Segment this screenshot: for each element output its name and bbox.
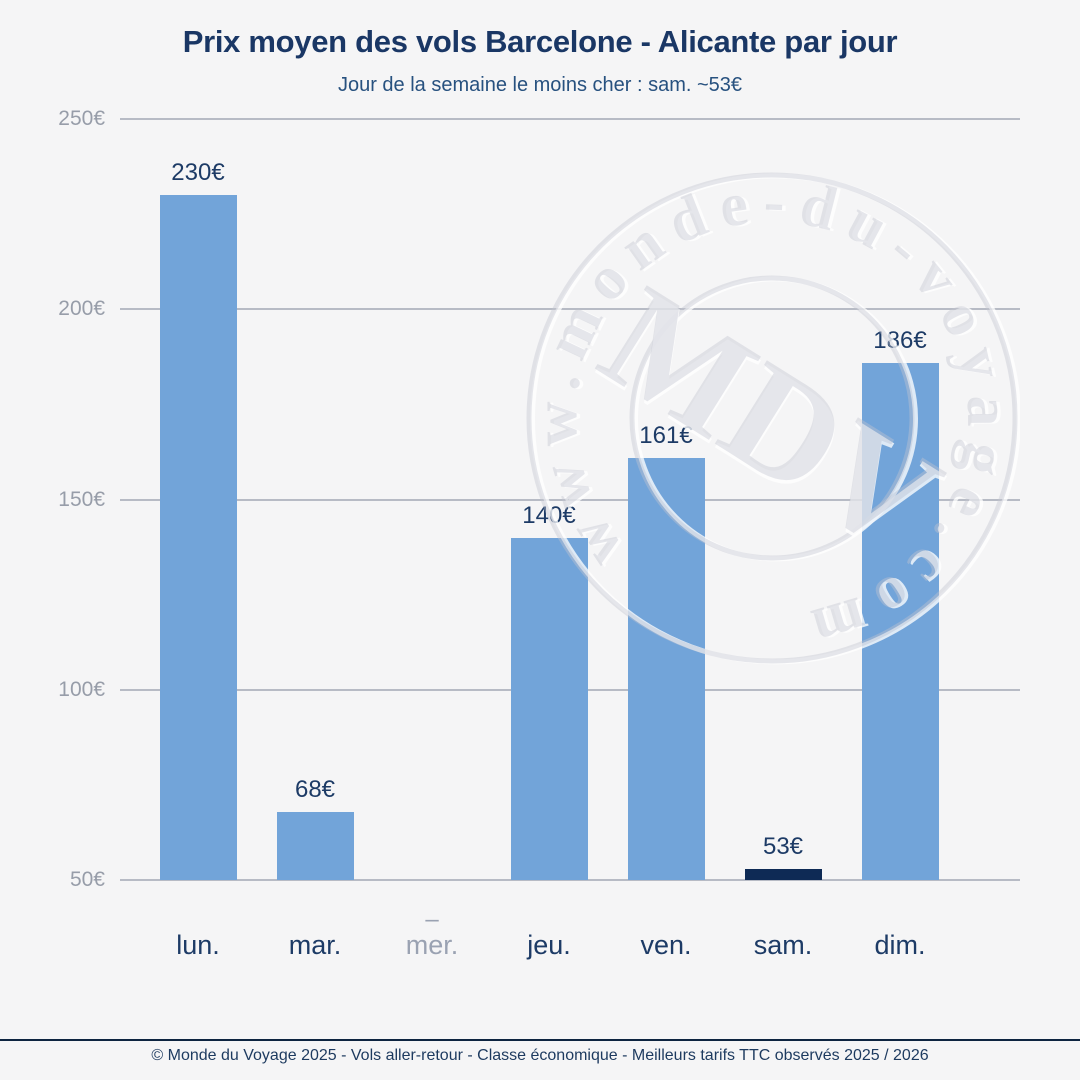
- x-label-ven: ven.: [640, 930, 692, 960]
- y-tick-200: 200€: [58, 297, 105, 321]
- bar-dim: [861, 362, 939, 880]
- value-label-dim: 186€: [873, 326, 927, 354]
- gridline-50: [120, 879, 1020, 881]
- plot-area: 50€ 100€ 150€ 200€ 250€ 230€ lun. 68€ mar. – mer. 1…: [58, 107, 1020, 960]
- x-label-dim: dim.: [874, 930, 926, 960]
- footer-credit: © Monde du Voyage 2025 - Vols aller-reto…: [151, 1047, 929, 1064]
- bar-lun: [159, 195, 237, 880]
- bar-ven: [627, 457, 705, 880]
- value-label-ven: 161€: [639, 421, 693, 449]
- value-label-mar: 68€: [294, 775, 336, 803]
- y-tick-100: 100€: [58, 677, 105, 701]
- gridline-200: [120, 308, 1020, 311]
- y-tick-250: 250€: [58, 107, 105, 130]
- x-label-sam: sam.: [753, 930, 813, 960]
- bar-sam: [744, 868, 822, 880]
- x-label-mer: mer.: [405, 930, 459, 960]
- value-label-lun: 230€: [171, 159, 225, 187]
- x-label-mar: mar.: [288, 930, 342, 960]
- x-label-lun: lun.: [176, 930, 220, 960]
- value-label-jeu: 140€: [522, 501, 576, 529]
- footer-divider: [0, 1039, 1080, 1041]
- y-tick-50: 50€: [69, 868, 105, 891]
- x-label-jeu: jeu.: [527, 930, 571, 960]
- value-label-sam: 53€: [762, 832, 804, 860]
- y-tick-150: 150€: [58, 487, 105, 511]
- no-data-marker-mer: –: [425, 906, 439, 933]
- chart-subtitle: Jour de la semaine le moins cher : sam. …: [337, 74, 743, 96]
- gridline-250: [120, 118, 1020, 120]
- bar-mar: [276, 811, 354, 880]
- chart-title: Prix moyen des vols Barcelone - Alicante…: [182, 24, 898, 59]
- bar-jeu: [510, 537, 588, 880]
